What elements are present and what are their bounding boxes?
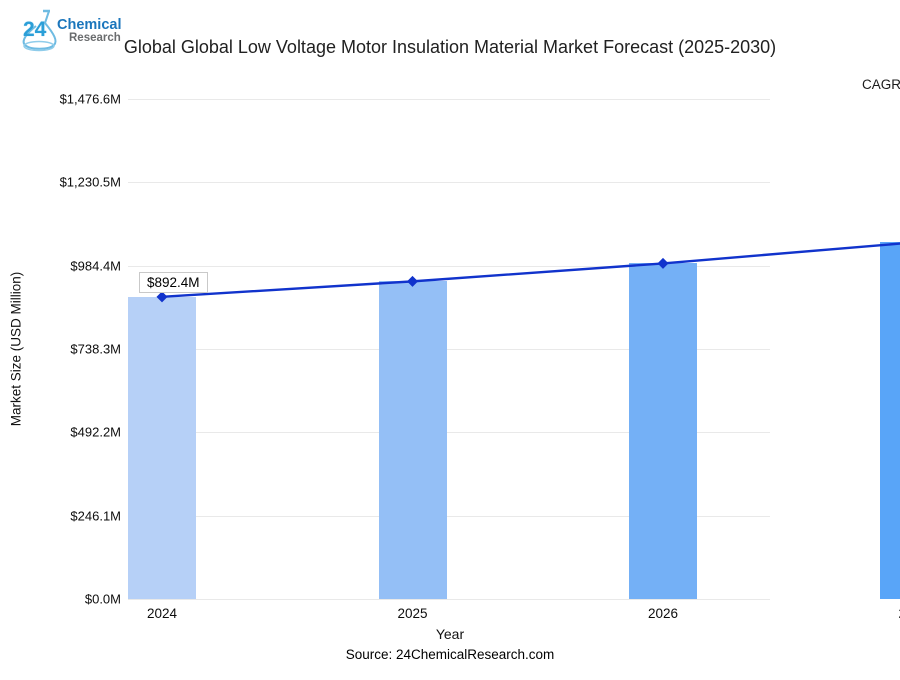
- logo-text-research: Research: [69, 32, 121, 44]
- y-tick-label: $1,230.5M: [59, 174, 121, 190]
- line-marker-2025: [407, 275, 418, 287]
- y-tick-label: $738.3M: [70, 341, 121, 357]
- cagr-label: CAGR: [862, 77, 900, 92]
- y-tick-label: $246.1M: [70, 508, 121, 524]
- x-tick-label-2026: 2026: [647, 606, 679, 621]
- source-text: Source: 24ChemicalResearch.com: [345, 647, 555, 662]
- x-tick-label-2027: 2027: [898, 606, 900, 621]
- gridline: [128, 265, 770, 267]
- bar-2025: [378, 281, 447, 599]
- line-marker-2024: [156, 291, 168, 303]
- y-tick-label: $1,476.6M: [59, 91, 121, 107]
- logo: 24 Chemical Research: [16, 8, 146, 56]
- gridline: [128, 432, 770, 434]
- logo-number: 24: [23, 18, 47, 41]
- gridline: [128, 99, 770, 100]
- gridline: [128, 182, 770, 184]
- bar-2027: [879, 242, 900, 599]
- data-label-2024: $892.4M: [139, 272, 208, 293]
- gridline: [128, 515, 770, 517]
- logo-text-chemical: Chemical: [57, 17, 122, 33]
- y-tick-label: $984.4M: [70, 258, 121, 274]
- trend-line: [161, 242, 900, 299]
- y-tick-label: $492.2M: [70, 424, 121, 440]
- x-axis-title: Year: [435, 626, 465, 642]
- chart-title: Global Global Low Voltage Motor Insulati…: [123, 37, 777, 57]
- x-tick-label-2025: 2025: [397, 606, 428, 621]
- line-marker-2026: [657, 257, 669, 269]
- y-tick-label: $0.0M: [84, 591, 121, 607]
- gridline: [128, 599, 770, 600]
- gridline: [128, 349, 770, 350]
- data-label-2024-text: $892.4M: [147, 275, 200, 290]
- x-tick-label-2024: 2024: [146, 606, 178, 621]
- bar-2026: [629, 263, 697, 599]
- flask-icon: [22, 9, 57, 52]
- bar-2024: [128, 296, 196, 599]
